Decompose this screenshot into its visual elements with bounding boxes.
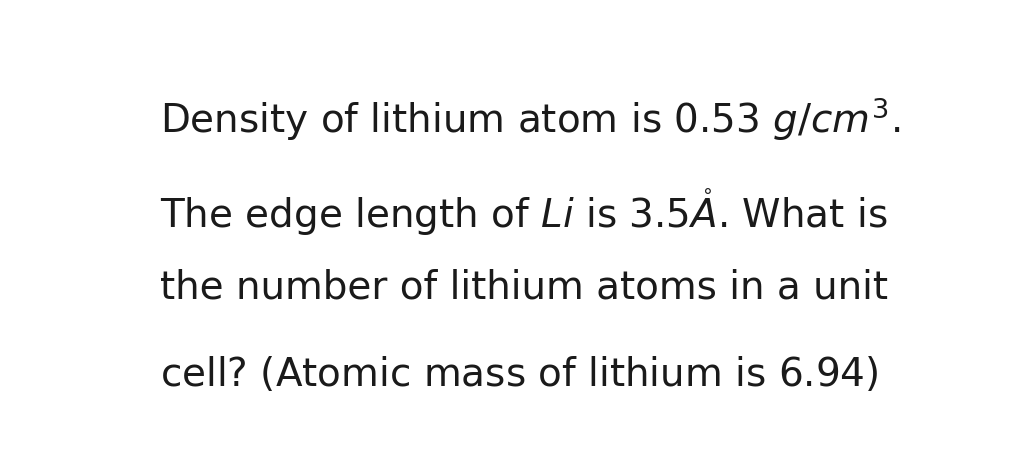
Text: the number of lithium atoms in a unit: the number of lithium atoms in a unit [160,269,888,307]
Text: The edge length of $Li$ is $3.5\mathring{A}$. What is: The edge length of $Li$ is $3.5\mathring… [160,186,887,238]
Text: cell? (Atomic mass of lithium is $6.94$): cell? (Atomic mass of lithium is $6.94$) [160,356,879,395]
Text: Density of lithium atom is $0.53\ g/cm^3$.: Density of lithium atom is $0.53\ g/cm^3… [160,95,900,143]
